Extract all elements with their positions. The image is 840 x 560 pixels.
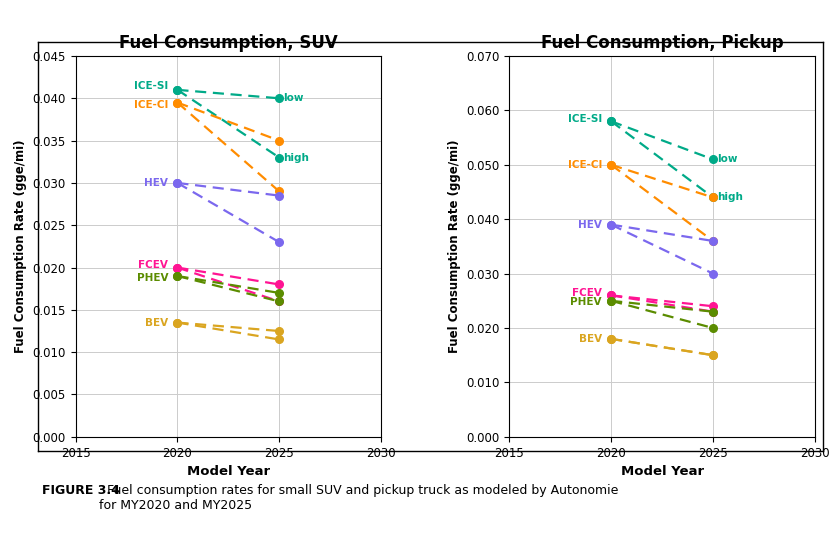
X-axis label: Model Year: Model Year (621, 465, 704, 478)
Text: FIGURE 3.4: FIGURE 3.4 (42, 484, 120, 497)
Text: high: high (717, 193, 743, 203)
Text: ICE-SI: ICE-SI (568, 114, 602, 124)
Text: high: high (283, 152, 309, 162)
Y-axis label: Fuel Consumption Rate (gge/mi): Fuel Consumption Rate (gge/mi) (14, 139, 27, 353)
Text: FCEV: FCEV (139, 260, 168, 270)
Text: BEV: BEV (579, 334, 602, 344)
Text: HEV: HEV (144, 178, 168, 188)
Title: Fuel Consumption, Pickup: Fuel Consumption, Pickup (541, 34, 784, 52)
Text: FCEV: FCEV (572, 288, 602, 298)
Text: HEV: HEV (578, 220, 602, 230)
Text: ICE-CI: ICE-CI (568, 160, 602, 170)
Title: Fuel Consumption, SUV: Fuel Consumption, SUV (119, 34, 338, 52)
Text: BEV: BEV (145, 318, 168, 328)
Text: ICE-CI: ICE-CI (134, 100, 168, 110)
Text: Fuel consumption rates for small SUV and pickup truck as modeled by Autonomie
fo: Fuel consumption rates for small SUV and… (99, 484, 618, 512)
Text: PHEV: PHEV (137, 273, 168, 283)
Text: PHEV: PHEV (570, 297, 602, 307)
Text: low: low (283, 94, 304, 103)
Text: ICE-SI: ICE-SI (134, 81, 168, 91)
Text: low: low (717, 155, 738, 165)
Y-axis label: Fuel Consumption Rate (gge/mi): Fuel Consumption Rate (gge/mi) (448, 139, 460, 353)
X-axis label: Model Year: Model Year (186, 465, 270, 478)
